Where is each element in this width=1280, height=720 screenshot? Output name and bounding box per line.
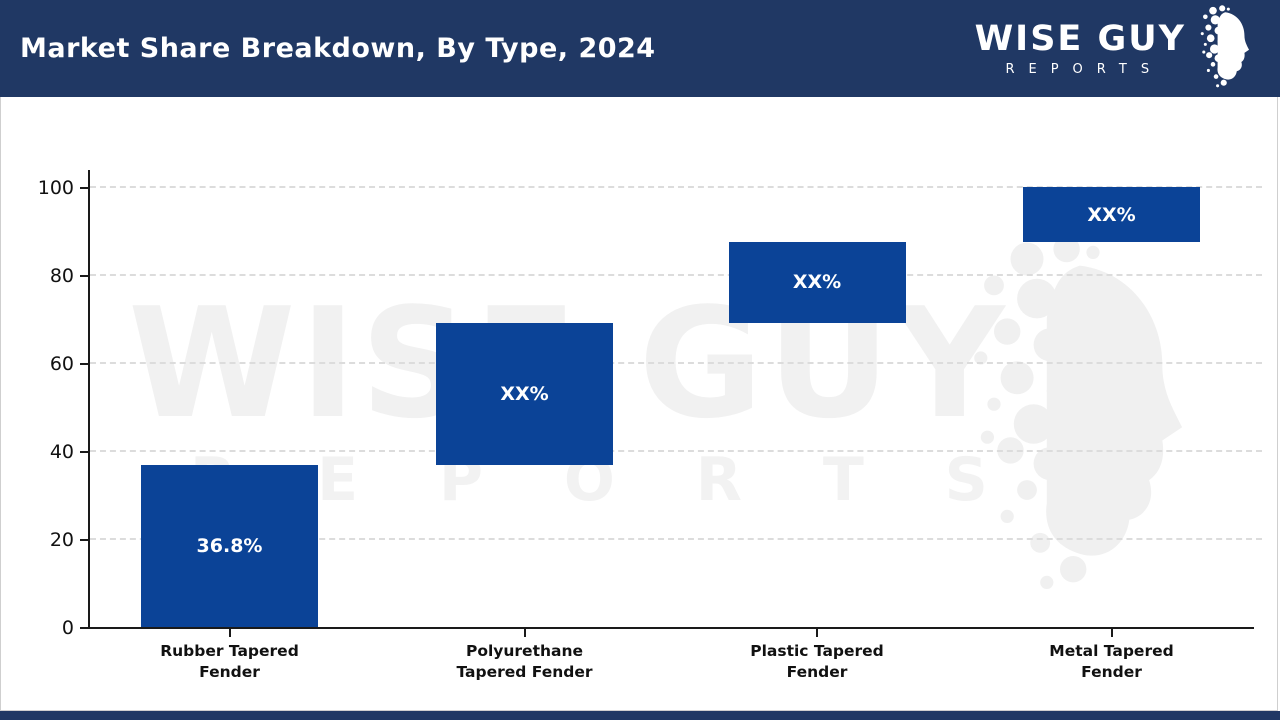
gridline-80	[90, 274, 1262, 276]
gridline-40	[90, 450, 1262, 452]
x-tickmark-4	[1110, 629, 1113, 637]
logo-wordmark: WISE GUY	[974, 18, 1186, 59]
y-tick-label-20: 20	[49, 529, 74, 551]
bar-value-label-3: XX%	[792, 271, 842, 294]
bar-segment-4: XX%	[1023, 187, 1200, 242]
gridline-60	[90, 362, 1262, 364]
y-tick-label-80: 80	[49, 265, 74, 287]
category-label-2: Polyurethane Tapered Fender	[456, 642, 593, 681]
y-axis-line	[88, 170, 90, 629]
logo-subtitle: REPORTS	[1005, 61, 1164, 77]
category-label-4: Metal Tapered Fender	[1049, 642, 1174, 681]
y-tickmark-20	[80, 539, 88, 541]
y-tickmark-0	[80, 627, 88, 629]
watermark-dotted-face	[974, 235, 1183, 589]
x-axis-line	[88, 627, 1254, 629]
bar-value-label-1: 36.8%	[196, 535, 263, 558]
bar-segment-3: XX%	[728, 242, 906, 323]
logo-text: WISE GUY REPORTS	[974, 18, 1186, 77]
y-tickmark-40	[80, 451, 88, 453]
header-band: Market Share Breakdown, By Type, 2024 WI…	[0, 0, 1280, 97]
y-tick-label-60: 60	[49, 353, 74, 375]
gridline-20	[90, 538, 1262, 540]
bar-value-label-2: XX%	[500, 382, 549, 405]
dotted-face-icon	[1200, 4, 1250, 87]
y-tickmark-100	[80, 187, 88, 189]
x-tickmark-2	[523, 629, 526, 637]
footer-band	[0, 711, 1280, 720]
y-tick-label-100: 100	[37, 177, 74, 199]
category-label-3: Plastic Tapered Fender	[750, 642, 884, 681]
x-tickmark-1	[228, 629, 231, 637]
x-tickmark-3	[816, 629, 818, 637]
page-title: Market Share Breakdown, By Type, 2024	[20, 33, 656, 64]
y-tick-label-0: 0	[61, 617, 74, 639]
bar-segment-2: XX%	[436, 322, 613, 466]
y-tickmark-80	[80, 275, 88, 277]
gridline-100	[90, 186, 1262, 188]
bar-segment-1: 36.8%	[141, 465, 318, 627]
wise-guy-reports-logo: WISE GUY REPORTS	[975, 3, 1254, 95]
category-label-1: Rubber Tapered Fender	[160, 642, 299, 681]
y-tick-label-40: 40	[49, 441, 74, 463]
bar-value-label-4: XX%	[1087, 203, 1136, 226]
y-tickmark-60	[80, 363, 88, 365]
